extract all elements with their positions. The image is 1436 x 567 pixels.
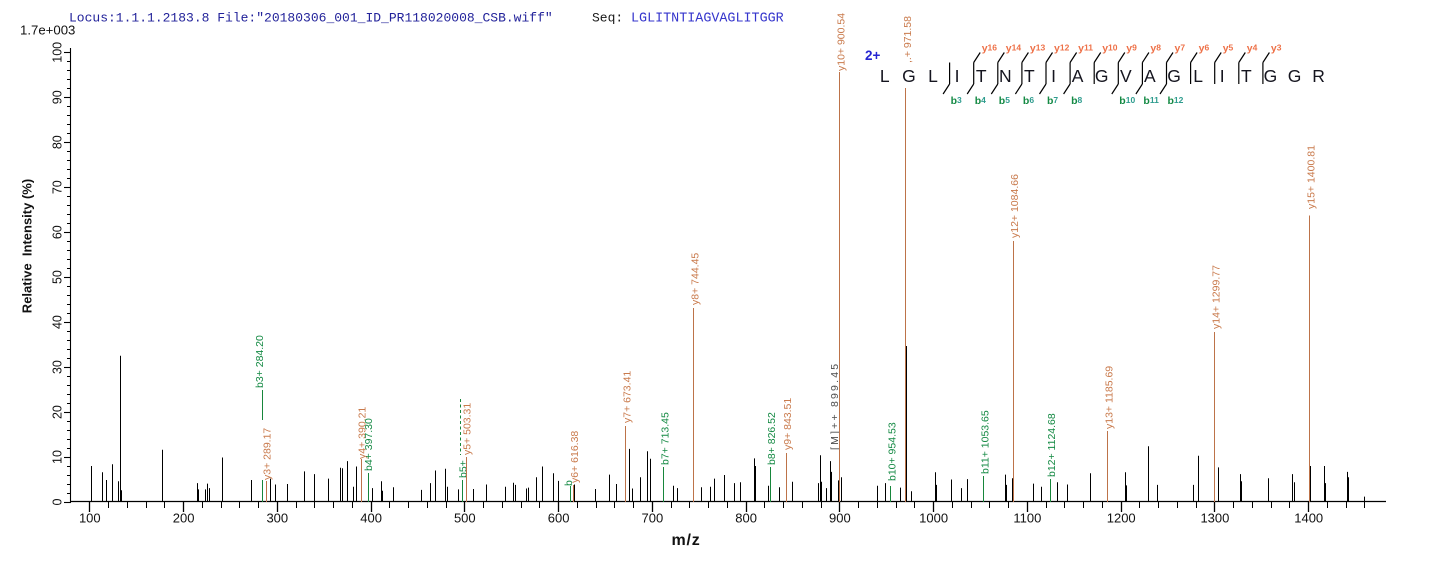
svg-text:800: 800 <box>735 511 757 526</box>
svg-text:y16: y16 <box>982 43 998 55</box>
svg-text:2+: 2+ <box>865 48 881 63</box>
svg-text:R: R <box>1312 66 1325 86</box>
svg-text:b12+ 1124.68: b12+ 1124.68 <box>1046 413 1058 477</box>
svg-text:y4: y4 <box>1247 43 1258 55</box>
svg-text:b10+ 954.53: b10+ 954.53 <box>887 422 899 481</box>
svg-text:L: L <box>1193 66 1203 86</box>
svg-text:b11+ 1053.65: b11+ 1053.65 <box>979 410 991 474</box>
svg-text:I: I <box>955 66 960 86</box>
svg-text:50: 50 <box>51 270 65 284</box>
svg-text:Locus:1.1.1.2183.8 File:"20180: Locus:1.1.1.2183.8 File:"20180306_001_ID… <box>69 11 553 26</box>
svg-text:y10: y10 <box>1102 43 1118 55</box>
svg-text:y6: y6 <box>1199 43 1210 55</box>
svg-text:y9: y9 <box>1126 43 1137 55</box>
svg-text:b7: b7 <box>1047 95 1058 107</box>
svg-text:y13+ 1185.69: y13+ 1185.69 <box>1103 366 1115 429</box>
svg-text:40: 40 <box>51 315 65 329</box>
svg-text:y7+ 673.41: y7+ 673.41 <box>622 371 634 423</box>
svg-text:500: 500 <box>454 511 476 526</box>
svg-text:y15+ 1400.81: y15+ 1400.81 <box>1305 145 1317 209</box>
svg-text:I: I <box>1220 66 1225 86</box>
svg-text:80: 80 <box>51 135 65 149</box>
svg-text:y8+ 744.45: y8+ 744.45 <box>690 253 702 305</box>
svg-text:b7+ 713.45: b7+ 713.45 <box>659 412 671 465</box>
svg-text:b3: b3 <box>951 95 962 107</box>
svg-text:y14: y14 <box>1006 43 1022 55</box>
svg-text:Seq:: Seq: <box>592 11 623 26</box>
svg-text:1400: 1400 <box>1294 511 1323 526</box>
svg-text:0: 0 <box>51 498 65 505</box>
svg-text:1100: 1100 <box>1013 511 1041 526</box>
svg-text:L: L <box>928 66 938 86</box>
svg-text:700: 700 <box>642 511 664 526</box>
svg-text:A: A <box>1072 66 1084 86</box>
svg-text:G: G <box>1095 66 1109 86</box>
svg-text:N: N <box>999 66 1012 86</box>
svg-text:[M]++ 899.45: [M]++ 899.45 <box>829 362 841 450</box>
svg-text:b4+ 397.30: b4+ 397.30 <box>363 418 375 471</box>
svg-text:200: 200 <box>173 511 195 526</box>
svg-text:LGLITNTIAGVAGLITGGR: LGLITNTIAGVAGLITGGR <box>631 12 784 27</box>
svg-text:70: 70 <box>51 180 65 194</box>
svg-text:1000: 1000 <box>919 511 948 526</box>
svg-text:100: 100 <box>51 42 65 63</box>
svg-text:y12: y12 <box>1054 43 1070 55</box>
svg-text:G: G <box>1288 66 1302 86</box>
svg-text:V: V <box>1120 66 1132 86</box>
svg-text:b11: b11 <box>1143 95 1159 107</box>
svg-text:b8: b8 <box>1071 95 1082 107</box>
svg-text:1.7e+003: 1.7e+003 <box>20 23 75 38</box>
svg-text:30: 30 <box>51 360 65 374</box>
svg-text:y10+ 900.54: y10+ 900.54 <box>836 13 848 71</box>
svg-text:T: T <box>976 66 987 86</box>
svg-text:y3: y3 <box>1271 43 1282 55</box>
svg-text:b12: b12 <box>1168 95 1184 107</box>
svg-text:G: G <box>1264 66 1278 86</box>
svg-text:G: G <box>902 66 916 86</box>
svg-text:y5+ 503.31: y5+ 503.31 <box>462 403 474 455</box>
svg-text:y9+ 843.51: y9+ 843.51 <box>782 398 794 450</box>
svg-text:b5+: b5+ <box>458 460 470 478</box>
svg-text:300: 300 <box>266 511 288 526</box>
svg-text:600: 600 <box>548 511 570 526</box>
svg-text:Relative Intensity (%): Relative Intensity (%) <box>20 179 35 313</box>
svg-text:b8+ 826.52: b8+ 826.52 <box>766 412 778 465</box>
svg-text:G: G <box>1167 66 1181 86</box>
svg-text:T: T <box>1024 66 1035 86</box>
svg-text:T: T <box>1241 66 1252 86</box>
svg-text:20: 20 <box>51 405 65 419</box>
svg-text:y8: y8 <box>1150 43 1161 55</box>
svg-text:10: 10 <box>51 450 65 464</box>
svg-text:b6: b6 <box>1023 95 1034 107</box>
svg-text:L: L <box>880 66 890 86</box>
svg-text:y7: y7 <box>1175 43 1186 55</box>
svg-text:m/z: m/z <box>671 532 700 549</box>
svg-text:A: A <box>1144 66 1156 86</box>
svg-text:90: 90 <box>51 90 65 104</box>
svg-text:I: I <box>1051 66 1056 86</box>
svg-text:400: 400 <box>360 511 382 526</box>
svg-text:y14+ 1299.77: y14+ 1299.77 <box>1211 265 1223 329</box>
svg-text:y3+ 289.17: y3+ 289.17 <box>262 428 274 480</box>
svg-text:y12+ 1084.66: y12+ 1084.66 <box>1009 174 1021 238</box>
svg-text:b5: b5 <box>999 95 1010 107</box>
svg-text:y5: y5 <box>1223 43 1234 55</box>
svg-text:y4+ 390.21: y4+ 390.21 <box>356 407 368 459</box>
svg-text:60: 60 <box>51 225 65 239</box>
svg-text:y6+ 616.38: y6+ 616.38 <box>569 431 581 483</box>
svg-text:b: b <box>563 480 575 486</box>
svg-text:b10: b10 <box>1119 95 1135 107</box>
svg-text:b3+ 284.20: b3+ 284.20 <box>254 335 266 388</box>
svg-text:y13: y13 <box>1030 43 1046 55</box>
svg-text:y11: y11 <box>1078 43 1093 55</box>
svg-text:,.+ 971.58: ,.+ 971.58 <box>902 16 914 63</box>
svg-text:100: 100 <box>79 511 101 526</box>
svg-text:1200: 1200 <box>1107 511 1136 526</box>
svg-text:900: 900 <box>829 511 851 526</box>
svg-text:1300: 1300 <box>1200 511 1229 526</box>
svg-text:b4: b4 <box>975 95 986 107</box>
